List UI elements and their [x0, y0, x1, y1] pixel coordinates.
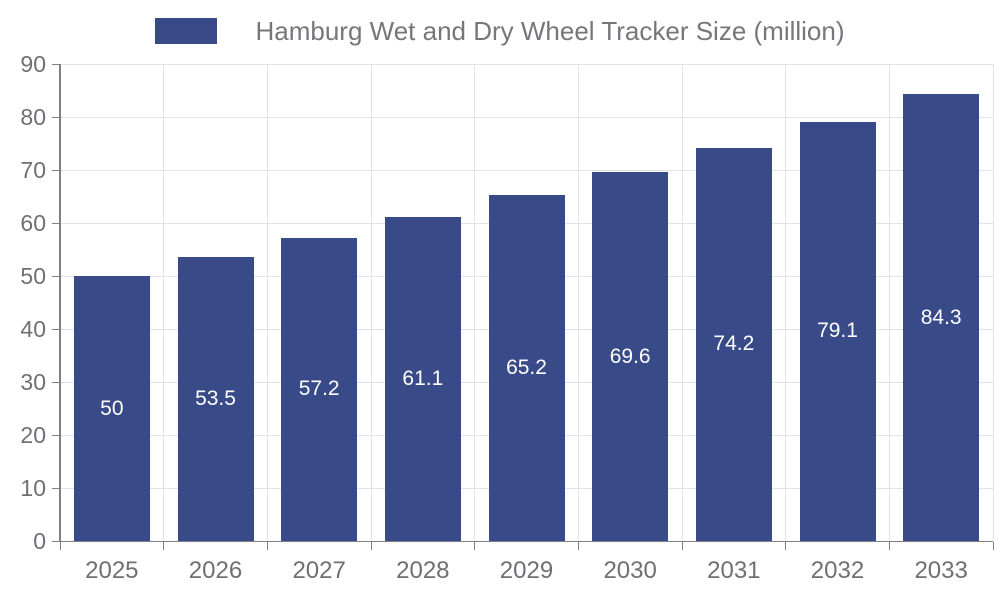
bar-value-label: 53.5	[195, 387, 236, 411]
legend-item[interactable]: Hamburg Wet and Dry Wheel Tracker Size (…	[0, 16, 1000, 46]
x-tick-label: 2032	[810, 557, 865, 584]
y-axis-tick	[52, 328, 60, 330]
x-tick-label: 2027	[292, 557, 346, 584]
y-tick-label: 20	[20, 422, 46, 448]
bar	[488, 195, 565, 541]
x-tick-label: 2029	[499, 557, 554, 584]
v-gridline	[992, 64, 994, 541]
x-axis-tick	[59, 542, 61, 550]
x-axis-tick	[163, 542, 165, 550]
legend-swatch[interactable]	[155, 18, 218, 44]
x-axis-tick	[681, 542, 683, 550]
x-axis-tick	[577, 542, 579, 550]
bar-value-label: 50	[100, 396, 124, 420]
x-tick-label: 2031	[707, 557, 761, 584]
bar-value-label: 69.6	[609, 344, 651, 368]
v-gridline	[888, 64, 890, 541]
bar-value-label: 79.1	[817, 319, 858, 343]
y-axis-line	[59, 64, 61, 542]
bar	[177, 257, 254, 541]
y-axis-tick	[52, 63, 60, 65]
bar	[903, 94, 980, 541]
x-tick-label: 2028	[396, 557, 450, 584]
v-gridline	[681, 64, 683, 541]
bar	[73, 276, 150, 541]
h-gridline	[60, 116, 993, 118]
bar-value-label: 84.3	[920, 305, 962, 329]
y-tick-label: 40	[20, 316, 46, 342]
x-tick-label: 2033	[914, 557, 968, 584]
y-tick-label: 0	[33, 528, 46, 554]
x-axis-tick	[888, 542, 890, 550]
bar	[281, 237, 358, 541]
y-tick-label: 50	[20, 263, 46, 289]
legend-label[interactable]: Hamburg Wet and Dry Wheel Tracker Size (…	[255, 16, 845, 46]
bar-value-label: 74.2	[713, 332, 755, 356]
h-gridline	[60, 169, 993, 171]
y-tick-label: 10	[20, 475, 46, 501]
x-axis-tick	[474, 542, 476, 550]
v-gridline	[474, 64, 476, 541]
v-gridline	[577, 64, 579, 541]
y-axis-tick	[52, 540, 60, 542]
x-tick-label: 2025	[85, 557, 139, 584]
y-axis-tick	[52, 381, 60, 383]
v-gridline	[163, 64, 165, 541]
bar	[384, 217, 461, 541]
x-axis-tick	[370, 542, 372, 550]
y-axis-tick	[52, 222, 60, 224]
x-axis-tick	[785, 542, 787, 550]
y-axis-tick	[52, 116, 60, 118]
bar	[799, 121, 876, 541]
v-gridline	[370, 64, 372, 541]
h-gridline	[60, 63, 993, 65]
y-axis-tick	[52, 275, 60, 277]
y-tick-label: 90	[20, 51, 46, 77]
y-axis-tick	[52, 434, 60, 436]
bar-value-label: 65.2	[506, 356, 547, 380]
y-tick-label: 30	[20, 369, 46, 395]
y-axis-tick	[52, 487, 60, 489]
bar-value-label: 61.1	[402, 367, 444, 391]
v-gridline	[785, 64, 787, 541]
bar	[592, 172, 669, 541]
x-tick-label: 2030	[603, 557, 657, 584]
x-axis-tick	[992, 542, 994, 550]
y-axis-tick	[52, 169, 60, 171]
bar	[695, 147, 772, 541]
v-gridline	[266, 64, 268, 541]
y-tick-label: 60	[20, 210, 46, 236]
x-tick-label: 2026	[188, 557, 243, 584]
x-axis-tick	[266, 542, 268, 550]
bar-value-label: 57.2	[298, 377, 340, 401]
x-axis-line	[60, 540, 993, 542]
y-tick-label: 70	[20, 157, 46, 183]
y-tick-label: 80	[20, 104, 46, 130]
